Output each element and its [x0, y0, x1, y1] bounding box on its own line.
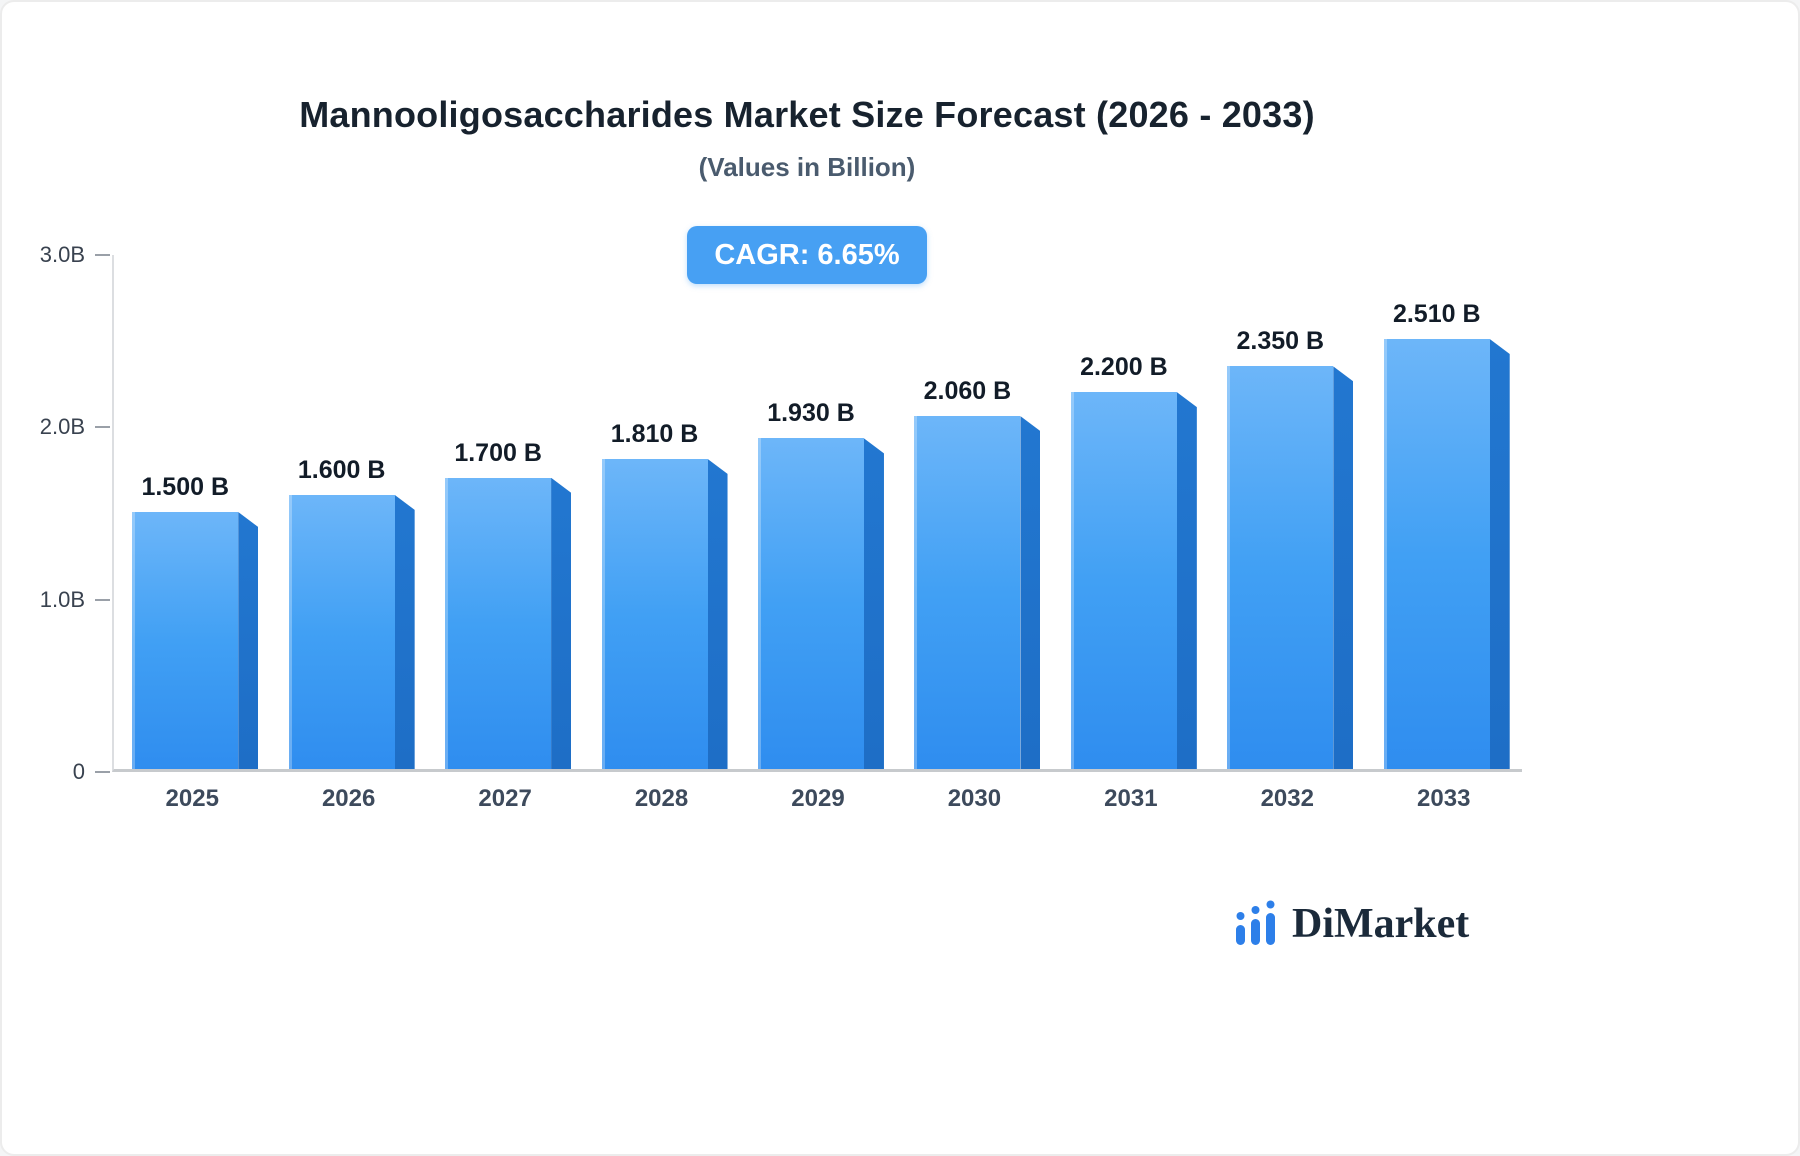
y-tick: 1.0B	[40, 587, 110, 613]
chart-subtitle: (Values in Billion)	[698, 152, 916, 182]
x-axis-label: 2026	[321, 785, 376, 812]
bar-2032: 2.350 B	[1227, 327, 1334, 769]
y-tick-mark	[95, 771, 110, 773]
bar-value-label: 1.810 B	[610, 419, 699, 448]
bar-group-2028: 1.810 B 2028	[583, 255, 739, 812]
bar-2025: 1.500 B	[132, 473, 239, 769]
y-tick-mark	[95, 598, 110, 601]
x-axis-label: 2025	[165, 785, 219, 812]
bar-group-2025: 1.500 B 2025	[114, 255, 270, 812]
bar-2028: 1.810 B	[601, 420, 708, 769]
bar-group-2032: 2.350 B 2032	[1209, 255, 1365, 812]
bar-group-2031: 2.200 B 2031	[1053, 255, 1209, 812]
cagr-badge: CAGR: 6.65%	[687, 226, 927, 284]
x-axis-label: 2027	[478, 785, 532, 812]
bar-value-label: 2.200 B	[1080, 353, 1168, 382]
x-axis-label: 2031	[1104, 785, 1158, 812]
bar-group-2027: 1.700 B 2027	[427, 255, 583, 812]
y-tick-label: 2.0B	[39, 414, 85, 440]
y-tick-label: 1.0B	[39, 586, 85, 612]
bar-2029: 1.930 B	[757, 399, 864, 769]
bar-2027: 1.700 B	[445, 439, 552, 769]
bar-value-label: 2.060 B	[923, 377, 1012, 406]
bar-value-label: 1.930 B	[767, 399, 855, 428]
bar-chart-logo-icon	[1236, 900, 1275, 945]
x-axis-label: 2033	[1417, 785, 1471, 812]
y-tick: 3.0B	[40, 242, 110, 268]
chart-header: Mannooligosaccharides Market Size Foreca…	[2, 94, 1612, 183]
bar-2026: 1.600 B	[288, 456, 395, 769]
bar-group-2030: 2.060 B 2030	[896, 255, 1052, 812]
logo-text: DiMarket	[1292, 901, 1470, 947]
y-tick-mark	[95, 426, 110, 429]
bar-value-label: 2.510 B	[1392, 299, 1481, 328]
bar-group-2033: 2.510 B 2033	[1366, 255, 1522, 812]
x-axis-label: 2032	[1260, 785, 1314, 812]
bar-group-2026: 1.600 B 2026	[270, 255, 426, 812]
bar-2030: 2.060 B	[914, 377, 1021, 769]
plot-wrap: 0 1.0B 2.0B 3.0B 1.500 B 2025 1.600 B 2026 1.70…	[40, 242, 1522, 812]
bar-value-label: 2.350 B	[1236, 327, 1325, 356]
x-axis-label: 2030	[947, 785, 1002, 812]
y-axis: 0 1.0B 2.0B 3.0B	[10, 242, 110, 784]
y-tick-label: 3.0B	[39, 242, 85, 267]
y-tick: 2.0B	[40, 414, 110, 440]
bar-group-2029: 1.930 B 2029	[740, 255, 896, 812]
bar-value-label: 1.600 B	[297, 455, 386, 484]
chart-title: Mannooligosaccharides Market Size Foreca…	[299, 94, 1315, 135]
dimarket-logo: DiMarket	[1232, 900, 1469, 948]
y-tick-label: 0	[72, 759, 85, 784]
bar-value-label: 1.500 B	[141, 473, 229, 501]
bar-2033: 2.510 B	[1383, 300, 1490, 769]
x-axis-label: 2029	[791, 785, 845, 812]
y-tick: 0	[73, 759, 110, 785]
y-tick-mark	[95, 254, 110, 256]
plot-area: 1.500 B 2025 1.600 B 2026 1.700 B 2027 1.810 B…	[112, 255, 1522, 812]
x-axis-label: 2028	[634, 785, 689, 812]
bar-2031: 2.200 B	[1070, 353, 1177, 769]
bar-value-label: 1.700 B	[454, 438, 542, 467]
